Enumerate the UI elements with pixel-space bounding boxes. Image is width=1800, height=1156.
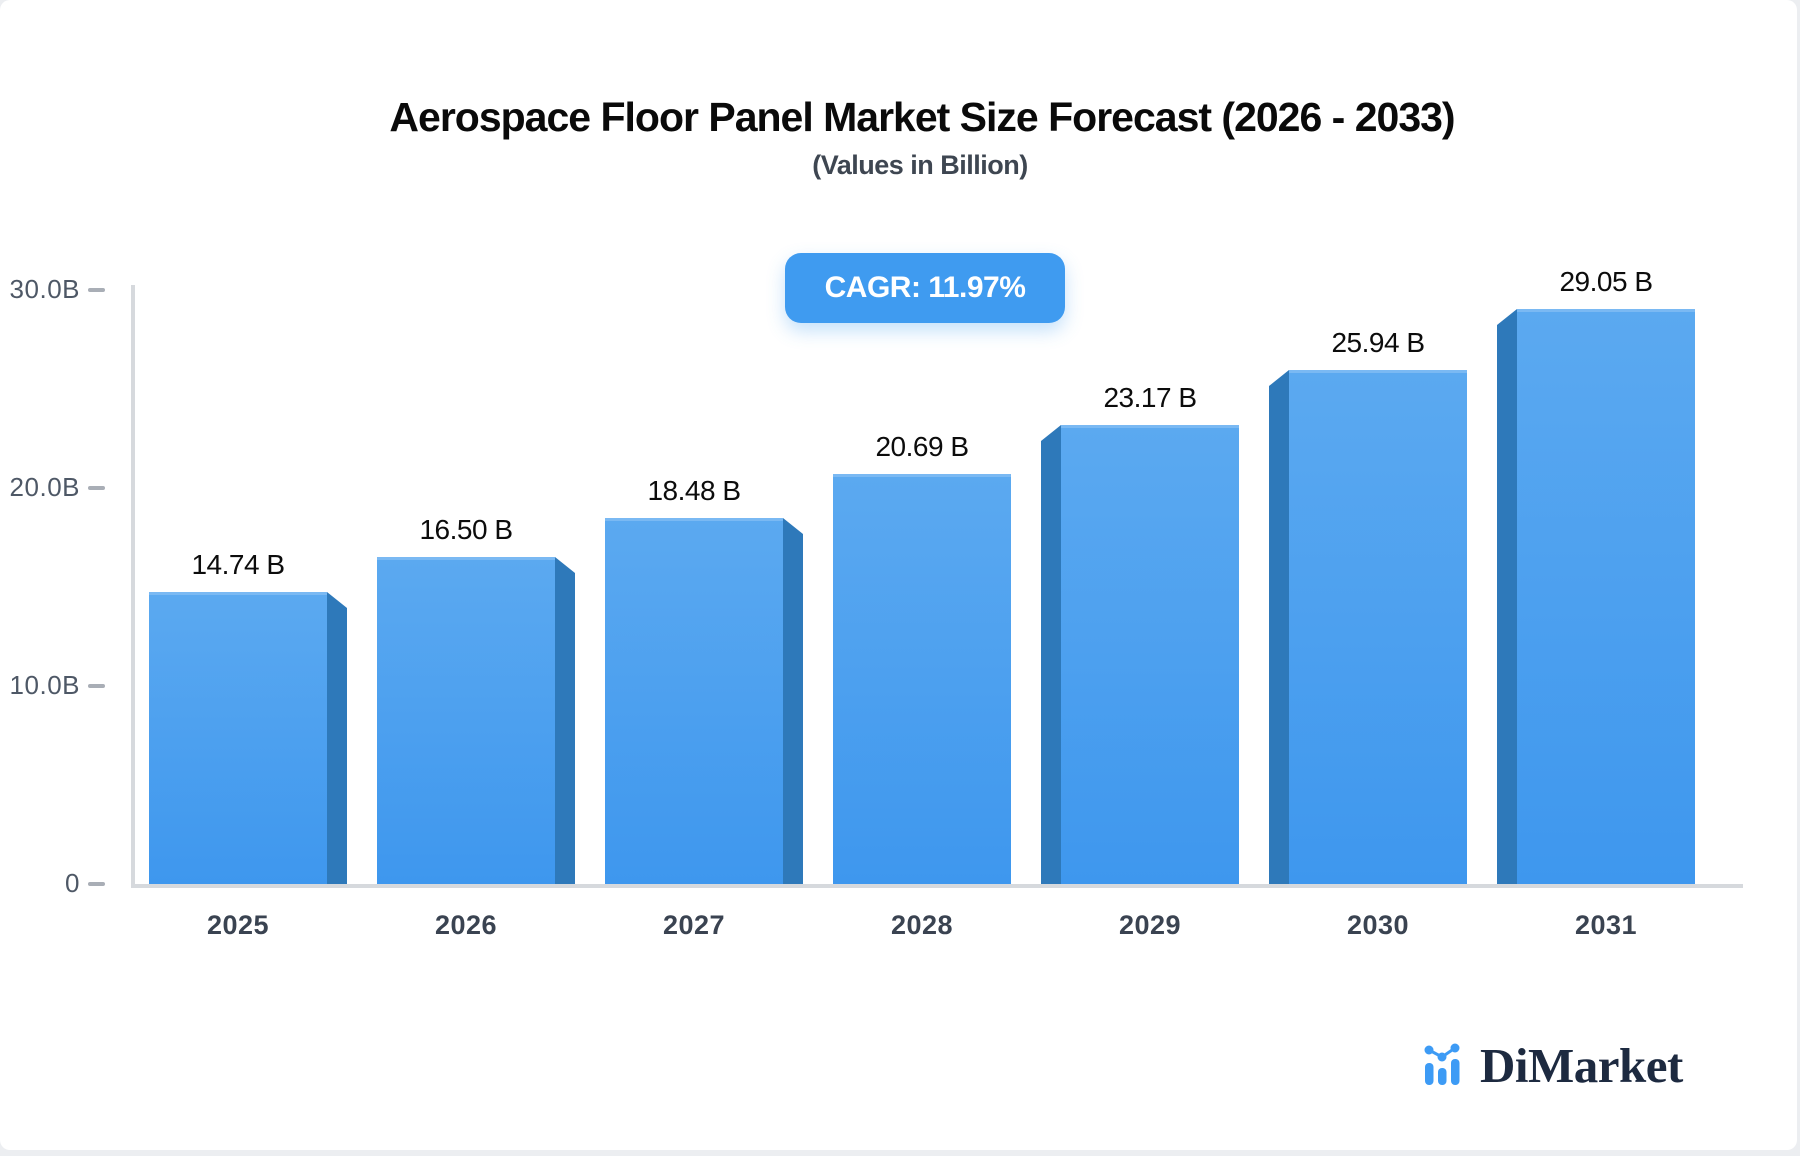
y-tick-30.0B: [88, 288, 105, 292]
chart-subtitle: (Values in Billion): [812, 150, 1028, 180]
mini-bar-trend-chart-icon: [1424, 1043, 1460, 1085]
y-tick-0: [88, 882, 105, 886]
bar-2029: [1061, 425, 1239, 884]
y-tick-label-20.0B: 20.0B: [9, 472, 80, 502]
x-axis-label-2026: 2026: [434, 910, 498, 940]
y-tick-label-30.0B: 30.0B: [9, 274, 80, 304]
brand-logo-text: DiMarket: [1480, 1038, 1683, 1093]
x-axis-label-2025: 2025: [206, 910, 270, 940]
x-axis-label-2030: 2030: [1346, 910, 1410, 940]
bar-value-label: 20.69 B: [875, 431, 969, 462]
bar-2025: [149, 592, 327, 884]
bar-value-label: 23.17 B: [1103, 382, 1197, 413]
brand-logo: DiMarket: [1420, 1038, 1683, 1093]
bar-2026: [377, 557, 555, 884]
bar-side-face: [1041, 425, 1061, 884]
x-axis-label-2027: 2027: [662, 910, 726, 940]
y-tick-label-10.0B: 10.0B: [9, 670, 80, 700]
bar-value-label: 25.94 B: [1331, 327, 1425, 358]
y-axis-line: [131, 285, 135, 886]
bar-value-label: 16.50 B: [419, 514, 513, 545]
bar-value-label: 18.48 B: [647, 475, 741, 506]
cagr-badge: CAGR: 11.97%: [785, 253, 1065, 323]
x-axis-label-2028: 2028: [890, 910, 954, 940]
bar-value-label: 14.74 B: [191, 549, 285, 580]
bar-side-face: [555, 557, 575, 884]
y-tick-label-0: 0: [65, 868, 80, 898]
bar-2028: [833, 474, 1011, 884]
bar-2030: [1289, 370, 1467, 884]
x-axis-baseline: [131, 884, 1743, 888]
chart-title: Aerospace Floor Panel Market Size Foreca…: [389, 94, 1455, 140]
x-axis-label-2029: 2029: [1118, 910, 1182, 940]
bar-side-face: [327, 592, 347, 884]
bar-value-label: 29.05 B: [1559, 266, 1653, 297]
y-tick-10.0B: [88, 684, 105, 688]
bar-2031: [1517, 309, 1695, 884]
cagr-badge-label: CAGR: 11.97%: [824, 271, 1026, 304]
bar-side-face: [1497, 309, 1517, 884]
x-axis-label-2031: 2031: [1574, 910, 1638, 940]
bar-side-face: [783, 518, 803, 884]
bar-2027: [605, 518, 783, 884]
y-tick-20.0B: [88, 486, 105, 490]
bar-side-face: [1269, 370, 1289, 884]
